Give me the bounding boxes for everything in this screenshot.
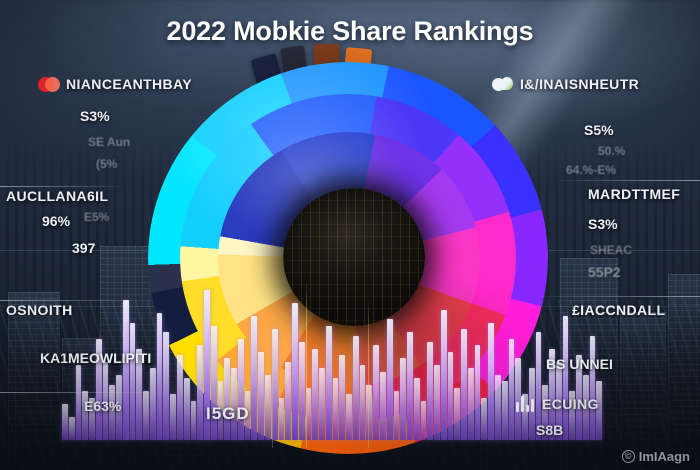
legend-left-1-header: AUCLLANA6IL (6, 188, 108, 204)
legend-left-1-value: 96% (42, 213, 71, 229)
legend-divider (560, 180, 700, 181)
legend-right-3-name: ECUING (542, 396, 599, 412)
copyright-icon: © (621, 450, 635, 463)
legend-divider (540, 296, 700, 297)
legend-right-1-sub2: 55P2 (588, 264, 621, 280)
legend-right-2-value: BS UNNEI (546, 356, 613, 372)
legend-left-1-name: AUCLLANA6IL (6, 188, 109, 204)
legend-item-left-1[interactable]: AUCLLANA6IL (6, 188, 108, 204)
guide-line (306, 280, 307, 448)
legend-item-right-3[interactable]: ECUING (516, 396, 599, 412)
legend-right-0-name: I&/INAISNHEUTR (520, 76, 640, 92)
legend-item-right-0[interactable]: I&/INAISNHEUTR (492, 76, 639, 92)
legend-left-0-name: NIANCEANTHBAY (66, 76, 193, 92)
legend-left-1-sub2: 397 (72, 240, 96, 256)
watermark: © ImIAagn (621, 449, 690, 464)
legend-right-1-name: MARDTTMEF (588, 186, 681, 202)
legend-left-1-sub1: E5% (84, 210, 110, 224)
legend-divider (0, 300, 132, 301)
legend-right-1-sub1: SHEAC (590, 243, 633, 257)
legend-left-0-value: S3% (80, 108, 110, 124)
legend-right-2-name: £IACCNDALL (572, 302, 666, 318)
legend-left-2-sub1: E63% (84, 398, 122, 414)
page-title: 2022 Mobkie Share Rankings (166, 16, 534, 46)
legend-item-left-2[interactable]: OSNOITH (6, 302, 73, 320)
legend-left-0-sub1: SE Aun (88, 135, 131, 149)
legend-divider (0, 392, 150, 393)
legend-item-right-2[interactable]: £IACCNDALL (572, 302, 665, 320)
legend-right-0-value: S5% (584, 122, 614, 138)
legend-right-3-header: ECUING (516, 396, 599, 412)
legend-right-1-value: S3% (588, 216, 618, 232)
legend-left-0-sub2: (5% (96, 157, 118, 171)
legend-right-3-value: S8B (536, 422, 564, 438)
legend-left-0-header: NIANCEANTHBAY (38, 76, 192, 92)
legend-divider (0, 186, 118, 187)
donut-center-hub (283, 188, 425, 326)
center-caption: I5GD (206, 404, 250, 423)
guide-line (272, 320, 273, 448)
legend-right-0-sub2: 64.%-E% (566, 163, 617, 177)
legend-left-2-value: KA1MEOWLIPITI (40, 350, 152, 366)
guide-line (368, 298, 369, 448)
legend-item-left-0[interactable]: NIANCEANTHBAY (38, 76, 192, 92)
legend-right-0-header: I&/INAISNHEUTR (492, 76, 639, 92)
donut-chart (140, 43, 560, 458)
credit-card-icon (38, 76, 60, 92)
bar-chart-icon (516, 396, 536, 412)
watermark-text: ImIAagn (638, 449, 690, 464)
legend-left-2-name: OSNOITH (6, 302, 73, 318)
leaf-icon (492, 76, 514, 92)
legend-item-right-1[interactable]: MARDTTMEF (588, 186, 680, 204)
legend-right-0-sub1: 50.% (598, 144, 626, 158)
